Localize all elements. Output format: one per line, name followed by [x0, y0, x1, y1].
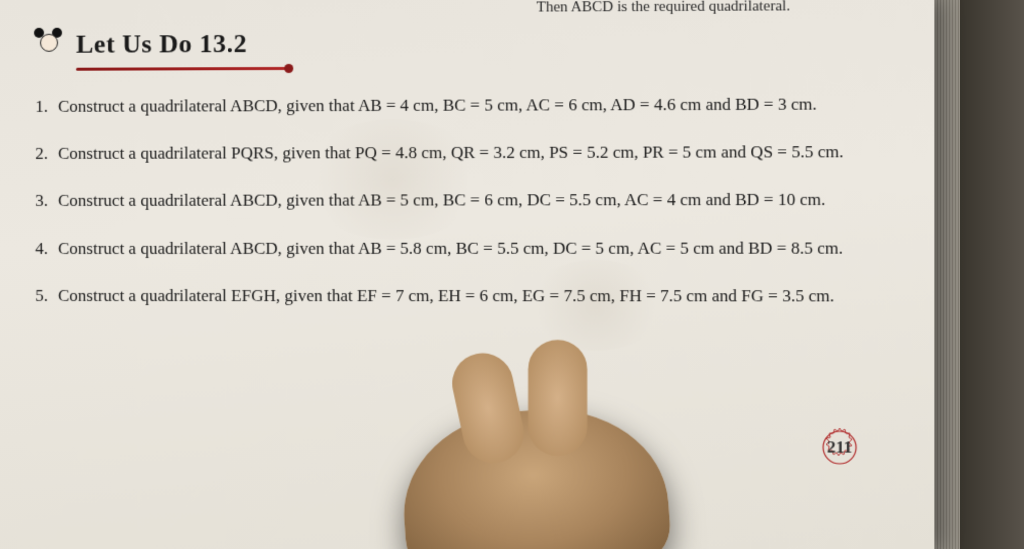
question-number: 3.	[28, 187, 48, 214]
mascot-icon	[32, 28, 66, 62]
paper-stain	[301, 119, 483, 240]
paper-stain	[524, 260, 667, 351]
page-number-text: 211	[827, 437, 852, 457]
question-item: 4. Construct a quadrilateral ABCD, given…	[28, 234, 893, 262]
question-number: 5.	[28, 282, 48, 309]
question-text: Construct a quadrilateral ABCD, given th…	[58, 90, 893, 120]
question-number: 4.	[28, 235, 48, 262]
hand-holding-page	[397, 402, 672, 549]
title-underline	[76, 67, 287, 71]
textbook-page: Then ABCD is the required quadrilateral.…	[0, 0, 934, 549]
question-text: Construct a quadrilateral EFGH, given th…	[58, 282, 893, 310]
question-number: 1.	[28, 93, 48, 120]
question-item: 1. Construct a quadrilateral ABCD, given…	[28, 90, 893, 120]
previous-line-fragment: Then ABCD is the required quadrilateral.	[536, 0, 790, 17]
question-item: 5. Construct a quadrilateral EFGH, given…	[28, 282, 893, 310]
book-right-edge	[920, 0, 1024, 549]
section-title: Let Us Do 13.2	[76, 29, 247, 60]
section-header: Let Us Do 13.2	[32, 24, 893, 62]
question-number: 2.	[28, 140, 48, 167]
question-text: Construct a quadrilateral ABCD, given th…	[58, 234, 893, 262]
page-number-badge: 211	[817, 425, 862, 470]
